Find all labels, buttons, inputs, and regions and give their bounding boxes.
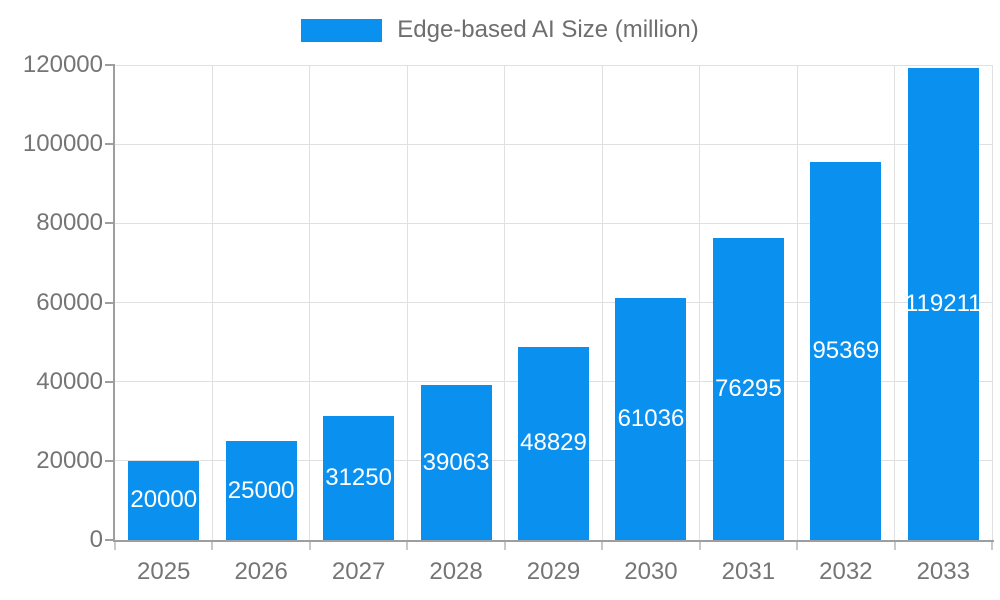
bar-2028[interactable] [420, 385, 492, 540]
x-tick-mark [503, 542, 506, 550]
y-tick-mark [105, 459, 115, 462]
y-tick-label: 0 [89, 526, 103, 553]
x-tick-mark [211, 542, 214, 550]
x-tick-label: 2028 [429, 558, 483, 585]
x-gridline [991, 65, 993, 540]
x-tick-label: 2027 [331, 558, 386, 585]
y-tick-label: 20000 [36, 446, 103, 474]
bar-value-label: 31250 [325, 464, 392, 492]
bar-2026[interactable] [225, 441, 297, 540]
x-tick-mark [406, 542, 409, 550]
x-gridline [406, 65, 408, 540]
x-gridline [699, 65, 701, 540]
bar-value-label: 20000 [130, 486, 198, 514]
bar-2030[interactable] [615, 298, 687, 540]
x-gridline [894, 65, 896, 540]
y-tick-label: 80000 [36, 209, 103, 237]
x-gridline [309, 65, 311, 540]
y-gridline [115, 222, 992, 224]
y-tick-label: 100000 [22, 130, 103, 158]
bar-value-label: 76295 [715, 374, 782, 402]
x-tick-label: 2033 [916, 558, 970, 585]
y-gridline [115, 302, 992, 303]
y-tick-mark [105, 64, 115, 66]
y-tick-mark [105, 143, 115, 146]
y-gridline [115, 143, 992, 145]
x-axis-line [113, 540, 994, 542]
y-tick-label: 120000 [22, 51, 103, 78]
bar-2031[interactable] [712, 237, 784, 540]
bar-2029[interactable] [518, 346, 589, 540]
bar-2027[interactable] [323, 416, 395, 540]
x-tick-mark [991, 542, 993, 550]
x-tick-mark [893, 542, 896, 550]
x-gridline [796, 65, 798, 540]
y-tick-mark [105, 301, 115, 304]
bar-2025[interactable] [128, 460, 200, 540]
y-gridline [115, 64, 992, 66]
x-tick-mark [698, 542, 701, 550]
y-tick-label: 60000 [36, 288, 103, 316]
x-tick-label: 2025 [137, 558, 191, 585]
x-tick-mark [796, 542, 799, 550]
bar-value-label: 48829 [520, 429, 587, 457]
y-axis-line [113, 65, 115, 542]
bar-value-label: 39063 [422, 448, 490, 476]
bar-value-label: 95369 [812, 337, 880, 365]
x-gridline [211, 65, 213, 540]
y-tick-label: 40000 [36, 367, 103, 395]
x-tick-label: 2029 [526, 558, 581, 585]
legend-swatch [301, 18, 383, 42]
plot-area: 20000 25000 31250 39063 48829 61036 76295 95369… [115, 64, 993, 540]
y-tick-mark [105, 222, 115, 225]
y-tick-mark [105, 539, 115, 541]
bar-value-label: 25000 [227, 476, 295, 504]
x-tick-label: 2030 [624, 558, 678, 585]
bar-value-label: 119211 [905, 290, 982, 318]
x-gridline [601, 65, 603, 540]
x-tick-mark [601, 542, 604, 550]
chart-legend[interactable]: Edge-based AI Size (million) [0, 16, 1000, 44]
x-gridline [504, 65, 506, 540]
y-tick-mark [105, 380, 115, 383]
x-tick-mark [308, 542, 311, 550]
bar-2032[interactable] [810, 162, 882, 540]
legend-label: Edge-based AI Size (million) [397, 16, 699, 43]
bar-value-label: 61036 [617, 405, 685, 433]
x-tick-label: 2031 [721, 558, 776, 585]
bar-2033[interactable] [907, 68, 979, 540]
x-tick-mark [114, 542, 116, 550]
x-tick-label: 2026 [234, 558, 288, 585]
x-tick-label: 2032 [819, 558, 873, 585]
